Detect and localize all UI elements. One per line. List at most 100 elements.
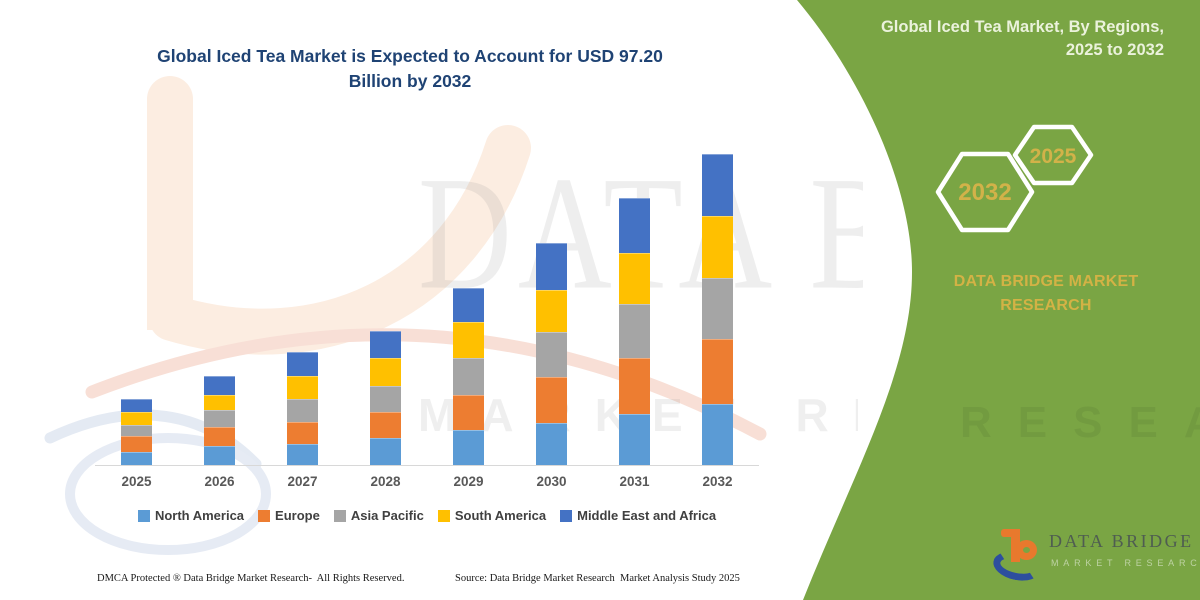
- bar-column-2030: [510, 145, 593, 465]
- bar-segment-middle-east-and-africa-2029: [453, 287, 484, 322]
- x-axis-label-2031: 2031: [619, 474, 650, 489]
- bar-segment-south-america-2029: [453, 321, 484, 359]
- bar-segment-south-america-2031: [619, 252, 650, 305]
- bar-column-2027: [261, 145, 344, 465]
- hexagon-2025-icon: [1012, 124, 1094, 186]
- bar-segment-middle-east-and-africa-2032: [702, 154, 733, 217]
- bar-stack-2028: [370, 331, 401, 465]
- bar-segment-europe-2031: [619, 357, 650, 414]
- legend-item-europe: Europe: [258, 508, 320, 523]
- bar-segment-north-america-2029: [453, 430, 484, 465]
- legend-label-asia-pacific: Asia Pacific: [350, 508, 424, 523]
- bar-stack-2029: [453, 287, 484, 465]
- bar-segment-middle-east-and-africa-2026: [204, 376, 235, 395]
- bar-segment-south-america-2026: [204, 394, 235, 410]
- legend-item-middle-east-and-africa: Middle East and Africa: [560, 508, 716, 523]
- bar-column-2025: [95, 145, 178, 465]
- bar-segment-south-america-2032: [702, 216, 733, 279]
- hexagon-2025-label: 2025: [1030, 145, 1077, 168]
- x-axis-label-2029: 2029: [453, 474, 484, 489]
- bar-segment-europe-2026: [204, 426, 235, 446]
- logo-b-stem-icon: [1011, 529, 1020, 562]
- side-panel-watermark-text: RESEARCH: [960, 398, 1200, 447]
- x-axis-label-2025: 2025: [121, 474, 152, 489]
- side-panel-title: Global Iced Tea Market, By Regions, 2025…: [834, 16, 1164, 63]
- bar-segment-south-america-2027: [287, 375, 318, 400]
- x-axis-label-2026: 2026: [204, 474, 235, 489]
- side-panel-title-line1: Global Iced Tea Market, By Regions,: [880, 18, 1164, 36]
- legend-label-south-america: South America: [454, 508, 547, 523]
- x-axis-label-2032: 2032: [702, 474, 733, 489]
- watermark-red-arc: [85, 328, 767, 441]
- bar-segment-asia-pacific-2029: [453, 358, 484, 396]
- watermark-b-stem: [147, 76, 193, 330]
- legend-swatch-europe: [258, 509, 271, 522]
- bar-column-2032: [676, 145, 759, 465]
- bar-segment-asia-pacific-2030: [536, 331, 567, 377]
- legend-item-north-america: North America: [137, 508, 245, 523]
- legend-item-south-america: South America: [437, 508, 547, 523]
- hexagon-2032-icon: [935, 151, 1035, 233]
- legend-label-middle-east-and-africa: Middle East and Africa: [577, 508, 717, 523]
- bar-segment-europe-2027: [287, 421, 318, 444]
- bar-segment-south-america-2028: [370, 357, 401, 387]
- side-panel: [797, 0, 1200, 600]
- x-axis-line: [95, 465, 759, 466]
- side-panel-shape: [797, 0, 1200, 600]
- bar-stack-2030: [536, 243, 567, 465]
- bar-stack-2026: [204, 376, 235, 465]
- bar-segment-europe-2030: [536, 376, 567, 424]
- footer-source-text: Source: Data Bridge Market Research Mark…: [455, 573, 740, 584]
- hexagon-badges: 2032 2025: [935, 124, 1094, 233]
- legend-swatch-north-america: [137, 509, 150, 522]
- bar-segment-europe-2032: [702, 339, 733, 404]
- legend-swatch-south-america: [437, 509, 450, 522]
- legend-swatch-middle-east-and-africa: [560, 509, 573, 522]
- legend-label-europe: Europe: [275, 508, 320, 523]
- bar-segment-middle-east-and-africa-2027: [287, 352, 318, 376]
- x-axis-label-2027: 2027: [287, 474, 318, 489]
- legend-swatch-asia-pacific: [333, 509, 346, 522]
- bar-segment-south-america-2025: [121, 411, 152, 426]
- bar-segment-north-america-2030: [536, 423, 567, 465]
- bar-stack-2025: [121, 398, 152, 465]
- bar-segment-middle-east-and-africa-2028: [370, 331, 401, 358]
- bar-segment-europe-2029: [453, 395, 484, 431]
- bar-segment-asia-pacific-2028: [370, 386, 401, 413]
- bars: [95, 145, 759, 465]
- chart-title-line2: Billion by 2032: [348, 71, 472, 92]
- chart-title-line1: Global Iced Tea Market is Expected to Ac…: [157, 46, 663, 66]
- bar-column-2031: [593, 145, 676, 465]
- watermark-logo-shapes: [44, 125, 767, 555]
- bar-column-2029: [427, 145, 510, 465]
- bar-column-2028: [344, 145, 427, 465]
- bar-stack-2027: [287, 352, 318, 465]
- side-panel-title-line2: 2025 to 2032: [1065, 41, 1164, 60]
- bar-segment-south-america-2030: [536, 290, 567, 332]
- watermark-blue-arc: [44, 409, 262, 470]
- logo-subtitle-text: MARKET RESEARCH: [1051, 558, 1200, 568]
- bar-segment-north-america-2026: [204, 445, 235, 465]
- logo-b-hook-icon: [1001, 529, 1019, 537]
- watermark-b-bowl-arc: [149, 125, 531, 355]
- hexagon-2032-label: 2032: [958, 179, 1011, 206]
- bar-segment-europe-2028: [370, 412, 401, 438]
- bar-segment-asia-pacific-2031: [619, 304, 650, 358]
- footer-dmca-text: DMCA Protected ® Data Bridge Market Rese…: [97, 573, 405, 584]
- legend-label-north-america: North America: [154, 508, 245, 523]
- logo-b-bowl-icon: [1016, 540, 1037, 560]
- bar-segment-asia-pacific-2027: [287, 399, 318, 422]
- x-axis-label-2028: 2028: [370, 474, 401, 489]
- legend-item-asia-pacific: Asia Pacific: [333, 508, 424, 523]
- side-panel-brand-text: DATA BRIDGE MARKET RESEARCH: [953, 273, 1139, 314]
- bar-segment-middle-east-and-africa-2031: [619, 197, 650, 253]
- bar-segment-north-america-2028: [370, 437, 401, 465]
- x-axis-label-2030: 2030: [536, 474, 567, 489]
- bar-segment-asia-pacific-2032: [702, 278, 733, 340]
- bar-segment-north-america-2031: [619, 413, 650, 465]
- bar-segment-asia-pacific-2025: [121, 425, 152, 436]
- bar-segment-north-america-2032: [702, 403, 733, 465]
- x-axis-labels: 2025 2026 2027 2028 2029 2030 2031 2032: [95, 474, 759, 489]
- watermark-blue-circle: [65, 433, 271, 555]
